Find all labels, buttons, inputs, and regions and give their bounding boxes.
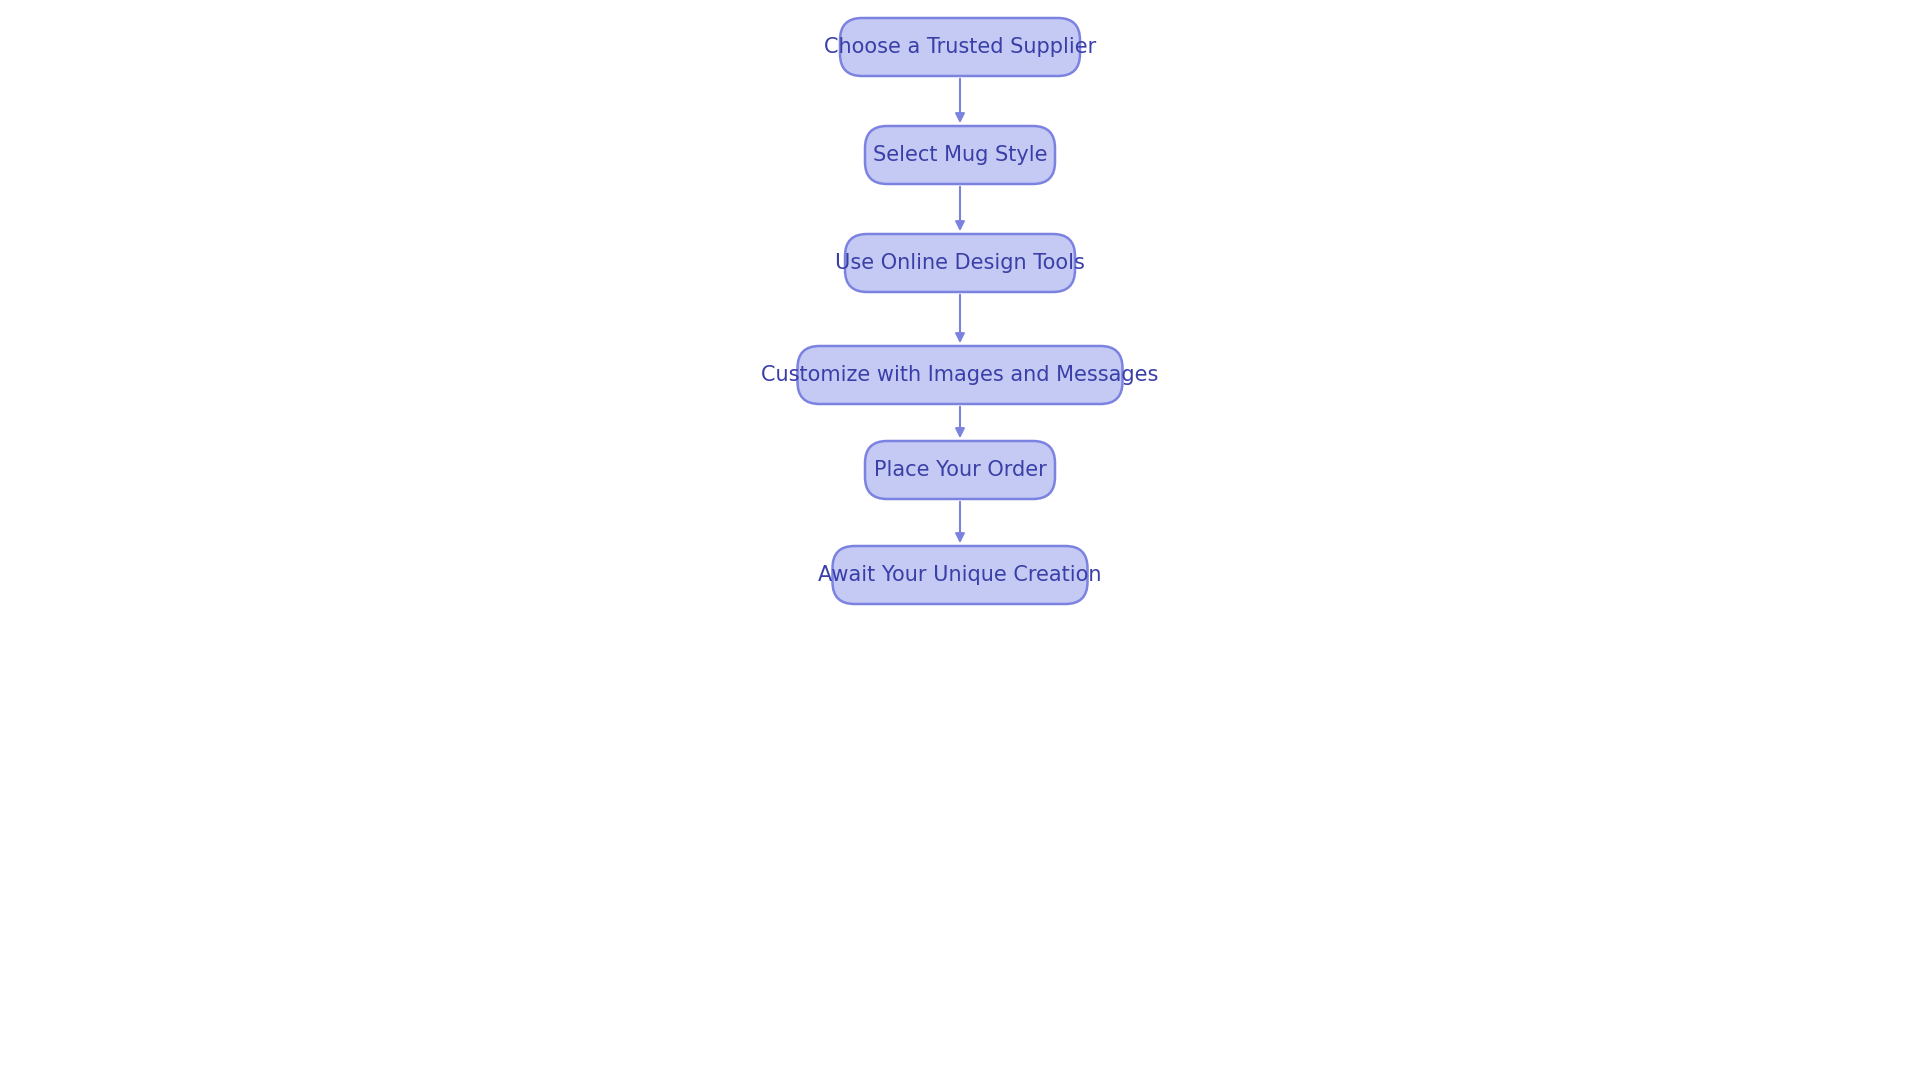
Text: Place Your Order: Place Your Order xyxy=(874,460,1046,480)
Text: Await Your Unique Creation: Await Your Unique Creation xyxy=(818,565,1102,585)
FancyBboxPatch shape xyxy=(833,546,1087,604)
Text: Use Online Design Tools: Use Online Design Tools xyxy=(835,253,1085,273)
Text: Select Mug Style: Select Mug Style xyxy=(874,145,1046,165)
Text: Customize with Images and Messages: Customize with Images and Messages xyxy=(762,365,1158,384)
FancyBboxPatch shape xyxy=(845,234,1075,292)
Text: Choose a Trusted Supplier: Choose a Trusted Supplier xyxy=(824,37,1096,57)
FancyBboxPatch shape xyxy=(866,126,1054,184)
FancyBboxPatch shape xyxy=(866,441,1054,499)
FancyBboxPatch shape xyxy=(841,18,1079,76)
FancyBboxPatch shape xyxy=(797,345,1123,404)
